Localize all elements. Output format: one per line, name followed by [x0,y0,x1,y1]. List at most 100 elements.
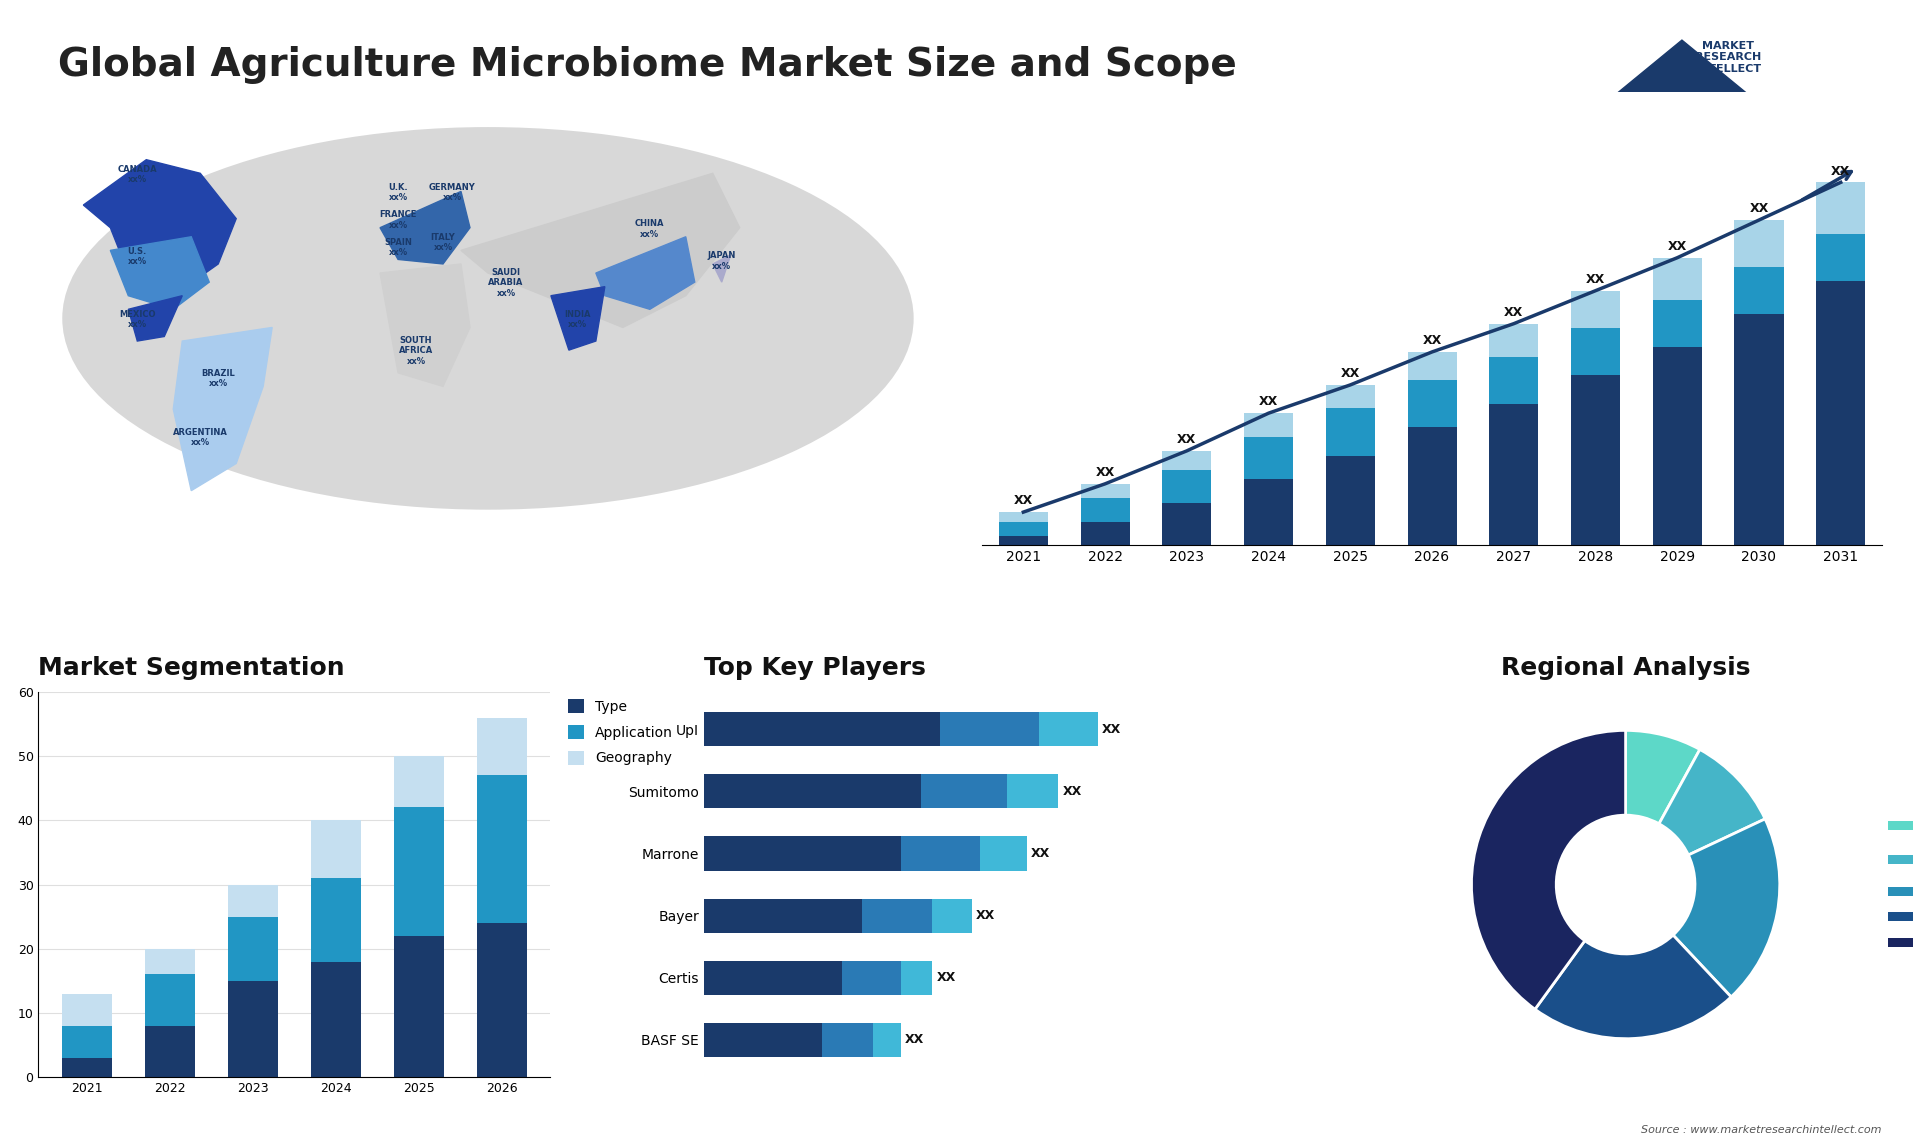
Bar [394,936,444,1077]
Bar [1571,376,1620,545]
Bar [144,949,194,974]
Bar [1571,291,1620,329]
Ellipse shape [61,126,916,511]
Bar [228,917,278,981]
Bar [1816,281,1864,545]
Bar [144,1026,194,1077]
Text: XX: XX [904,1034,924,1046]
Text: ITALY
xx%: ITALY xx% [430,233,455,252]
Legend: Type, Application, Geography: Type, Application, Geography [568,699,674,766]
Text: XX: XX [937,972,956,984]
Bar [1327,385,1375,408]
Bar [144,974,194,1026]
Bar [1571,329,1620,376]
Bar [1244,414,1292,437]
Text: XX: XX [1102,723,1121,736]
Text: INDIA
xx%: INDIA xx% [564,311,591,329]
Bar [874,1023,900,1057]
Polygon shape [83,159,236,296]
Bar [478,776,528,923]
Bar [1162,450,1212,470]
Bar [920,775,1008,808]
Polygon shape [712,254,732,282]
Bar [394,756,444,808]
Text: XX: XX [1503,306,1523,319]
Polygon shape [129,296,182,342]
Bar [1162,470,1212,503]
Bar [1734,267,1784,314]
Bar [311,878,361,961]
Bar [311,821,361,878]
Bar [1734,220,1784,267]
Text: GERMANY
xx%: GERMANY xx% [428,183,476,203]
Bar [705,712,941,746]
Polygon shape [173,328,273,490]
Bar [1653,258,1701,300]
Polygon shape [109,237,209,309]
Bar [478,923,528,1077]
Text: Global Agriculture Microbiome Market Size and Scope: Global Agriculture Microbiome Market Siz… [58,46,1236,84]
Text: Source : www.marketresearchintellect.com: Source : www.marketresearchintellect.com [1642,1124,1882,1135]
Text: XX: XX [1586,273,1605,286]
Bar [933,898,972,933]
Polygon shape [551,286,605,351]
Bar [478,717,528,776]
Text: BRAZIL
xx%: BRAZIL xx% [202,369,234,388]
Text: U.S.
xx%: U.S. xx% [127,246,148,266]
Bar [979,837,1027,871]
Text: XX: XX [1260,395,1279,408]
Bar [998,521,1048,535]
Wedge shape [1659,749,1764,855]
Wedge shape [1672,819,1780,997]
Bar [1039,712,1098,746]
Bar [228,981,278,1077]
Text: XX: XX [1749,203,1768,215]
Text: XX: XX [1031,847,1050,860]
Text: FRANCE
xx%: FRANCE xx% [380,211,417,229]
Text: CHINA
xx%: CHINA xx% [636,219,664,238]
Title: Regional Analysis: Regional Analysis [1501,657,1751,681]
Bar [1653,347,1701,545]
Bar [61,994,111,1026]
Polygon shape [1605,40,1759,103]
Bar [1407,352,1457,380]
Text: MARKET
RESEARCH
INTELLECT: MARKET RESEARCH INTELLECT [1695,41,1761,73]
Text: JAPAN
xx%: JAPAN xx% [708,251,735,270]
Wedge shape [1471,730,1626,1010]
Text: XX: XX [1096,466,1116,479]
Bar [1081,521,1129,545]
Text: XX: XX [1423,335,1442,347]
Text: CANADA
xx%: CANADA xx% [117,165,157,185]
Text: SAUDI
ARABIA
xx%: SAUDI ARABIA xx% [488,268,524,298]
Bar [1407,427,1457,545]
Bar [998,535,1048,545]
Bar [705,960,841,995]
Bar [1327,456,1375,545]
Bar [1653,300,1701,347]
Text: XX: XX [1832,165,1851,178]
Bar [61,1026,111,1058]
Text: SPAIN
xx%: SPAIN xx% [384,237,413,257]
Bar [1407,380,1457,427]
Bar [311,961,361,1077]
Text: Market Segmentation: Market Segmentation [38,657,346,681]
Text: SOUTH
AFRICA
xx%: SOUTH AFRICA xx% [399,336,434,366]
Text: XX: XX [1062,785,1081,798]
Text: XX: XX [975,909,995,923]
Bar [1081,499,1129,521]
Bar [1008,775,1058,808]
Bar [61,1058,111,1077]
Bar [1816,234,1864,281]
Bar [705,837,900,871]
Text: XX: XX [1014,494,1033,508]
Bar [998,512,1048,521]
Polygon shape [380,264,470,386]
Bar [705,775,920,808]
Text: XX: XX [1668,240,1688,253]
Bar [1490,356,1538,403]
Bar [228,885,278,917]
Polygon shape [380,191,470,264]
Polygon shape [461,173,739,328]
Bar [394,808,444,936]
Text: Top Key Players: Top Key Players [705,657,925,681]
